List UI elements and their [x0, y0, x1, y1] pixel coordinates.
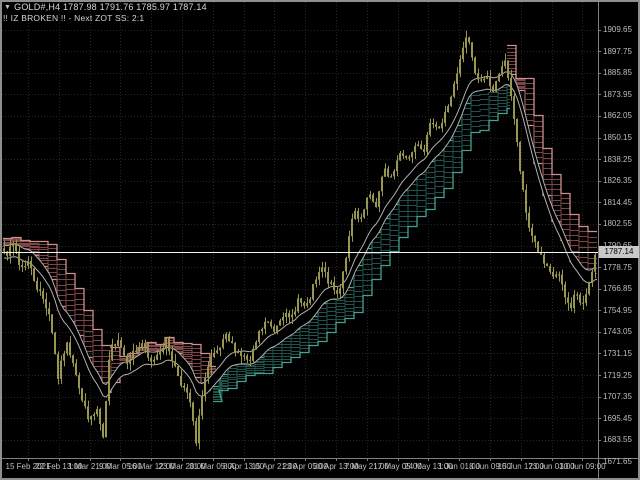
time-axis-label: 16 Mar 12:00 [127, 462, 175, 471]
price-axis-label: 1766.85 [603, 284, 632, 294]
price-axis-label: 1802.55 [603, 219, 632, 229]
time-axis-label: 1 Mar 21:00 [68, 462, 111, 471]
chart-ohlc-line: ▼ GOLD#,H4 1787.98 1791.76 1785.97 1787.1… [4, 2, 207, 12]
symbol-ohlc-text: GOLD#,H4 1787.98 1791.76 1785.97 1787.14 [14, 2, 207, 12]
price-axis-label: 1790.65 [603, 241, 632, 250]
time-axis-label: 23 Apr 05:00 [282, 462, 328, 471]
time-axis-label: 15 Feb 2021 [5, 462, 51, 471]
price-axis-label: 1909.65 [603, 25, 632, 34]
price-axis-label: 1814.45 [603, 197, 632, 207]
indicator-status-line: !! IZ BROKEN !! - Next ZOT SS: 2:1 [3, 13, 145, 23]
time-axis-label: 8 Apr 13:00 [223, 462, 265, 471]
price-axis-label: 1754.95 [603, 305, 632, 315]
current-price-value: 1787.14 [604, 246, 634, 256]
price-axis-label: 1743.05 [603, 327, 632, 337]
time-axis-label: 15 Jun 17:00 [497, 462, 544, 471]
time-axis-label: 22 Feb 13:00 [35, 462, 83, 471]
time-axis-label: 30 Jun 09:00 [559, 462, 606, 471]
price-axis-label: 1850.15 [603, 133, 632, 142]
price-axis-label: 1826.35 [603, 176, 632, 186]
price-axis-label: 1731.15 [603, 348, 632, 358]
price-axis-label: 1707.35 [603, 392, 632, 402]
time-axis-label: 7 May 21:00 [344, 462, 389, 471]
price-axis-label: 1873.95 [603, 89, 632, 99]
time-axis-label: 23 Mar 20:00 [158, 462, 206, 471]
time-axis-label: 24 May 13:00 [404, 462, 453, 471]
time-axis-label: 1 Jun 01:00 [438, 462, 481, 471]
time-axis-label: 8 Jun 09:00 [469, 462, 511, 471]
time-axis-label: 23 Jun 01:00 [528, 462, 575, 471]
price-axis-label: 1862.05 [603, 111, 632, 121]
price-axis-label: 1683.55 [603, 435, 632, 445]
collapse-triangle-icon[interactable]: ▼ [4, 4, 12, 11]
price-axis-label: 1838.25 [603, 154, 632, 164]
time-axis-label: 30 Apr 13:00 [313, 462, 359, 471]
time-axis-label: 9 Mar 05:00 [99, 462, 142, 471]
price-axis-label: 1695.45 [603, 413, 632, 423]
price-axis-label: 1897.75 [603, 46, 632, 56]
price-axis-label: 1778.75 [603, 262, 632, 272]
time-axis-label: 17 May 05:00 [373, 462, 422, 471]
time-axis-label: 31 Mar 05:00 [189, 462, 237, 471]
time-axis-label: 15 Apr 21:00 [251, 462, 298, 471]
current-price-tag: 1787.14 [599, 245, 639, 258]
price-axis-label: 1671.65 [603, 456, 632, 466]
price-axis-label: 1885.85 [603, 68, 632, 78]
price-axis-label: 1719.25 [603, 370, 632, 380]
